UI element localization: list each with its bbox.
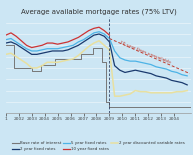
Text: 10 year fixes unavailable: 10 year fixes unavailable xyxy=(119,40,172,65)
Legend: Base rate of interest, 2 year fixed rates, 5 year fixed rates, 10 year fixed rat: Base rate of interest, 2 year fixed rate… xyxy=(12,142,185,151)
Title: Average available mortgage rates (75% LTV): Average available mortgage rates (75% LT… xyxy=(21,9,176,15)
